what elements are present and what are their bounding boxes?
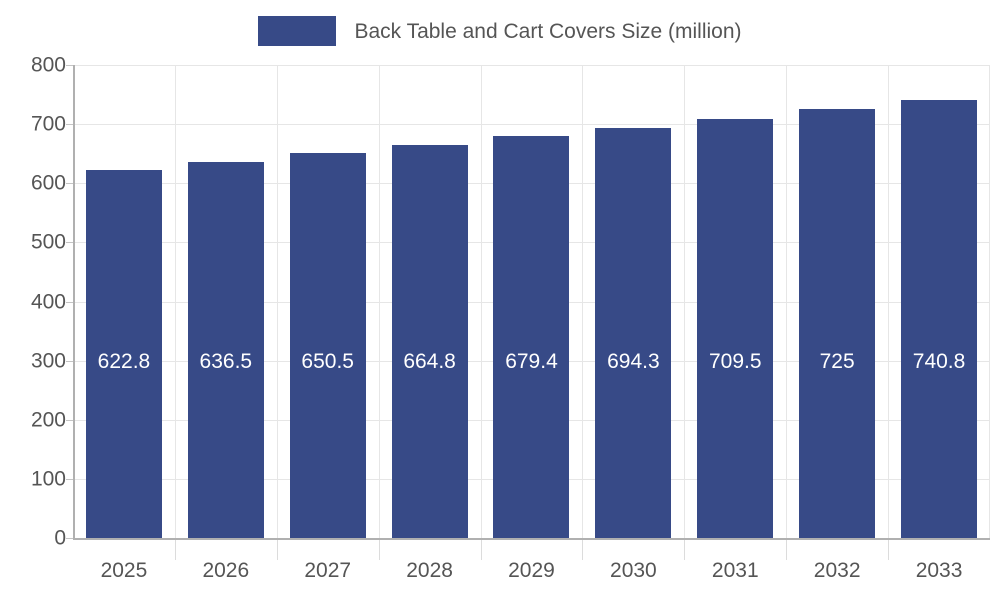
y-axis-tick-mark (66, 183, 73, 185)
bar[interactable]: 650.5 (289, 153, 366, 538)
bar[interactable]: 694.3 (595, 127, 672, 538)
y-axis-tick-label: 400 (30, 290, 66, 313)
bar-value-label: 622.8 (97, 350, 151, 373)
bar-slot: 740.8 (888, 65, 990, 538)
x-axis-tick-mark (786, 540, 788, 560)
bar[interactable]: 740.8 (901, 100, 978, 538)
y-axis-tick-mark (66, 478, 73, 480)
y-axis-tick-mark (66, 242, 73, 244)
bar-slot: 664.8 (379, 65, 481, 538)
x-axis-tick-mark (276, 540, 278, 560)
y-axis-line (73, 65, 75, 538)
y-axis-tick-label: 200 (30, 408, 66, 432)
x-axis-line (73, 538, 990, 540)
bar[interactable]: 725 (799, 109, 876, 538)
legend-label: Back Table and Cart Covers Size (million… (354, 19, 742, 43)
gridline-vertical (684, 65, 686, 538)
y-axis-tick-mark (66, 124, 73, 126)
bar[interactable]: 636.5 (187, 161, 264, 538)
y-axis-tick-label: 600 (30, 171, 66, 195)
bar-value-label: 694.3 (607, 350, 660, 373)
bar-slot: 622.8 (73, 65, 175, 538)
y-axis-tick-label: 800 (30, 53, 66, 77)
gridline-vertical (786, 65, 788, 538)
gridline-horizontal (73, 65, 990, 66)
plot-area: 622.8 636.5 650.5 664.8 679.4 694.3 709.5 725 74… (73, 65, 990, 539)
x-axis-tick-mark (888, 540, 890, 560)
chart-legend: Back Table and Cart Covers Size (million… (0, 12, 1000, 50)
y-axis-tick-label: 500 (30, 230, 66, 254)
bar-slot: 725 (786, 65, 888, 538)
bar[interactable]: 664.8 (391, 144, 468, 538)
y-axis-tick-label: 300 (30, 349, 66, 373)
x-axis-tick-mark (684, 540, 686, 560)
y-axis-tick-label: 100 (30, 467, 66, 491)
gridline-vertical (989, 65, 990, 538)
x-axis-tick-mark (480, 540, 482, 560)
y-axis-tick-mark (66, 65, 73, 66)
bar[interactable]: 709.5 (697, 118, 774, 538)
x-axis-tick-mark (582, 540, 584, 560)
gridline-vertical (582, 65, 584, 538)
bar-slot: 694.3 (582, 65, 684, 538)
gridline-vertical (378, 65, 380, 538)
gridline-vertical (276, 65, 278, 538)
bar-value-label: 650.5 (301, 350, 354, 373)
bar[interactable]: 622.8 (85, 169, 162, 538)
x-axis-tick-mark (378, 540, 380, 560)
x-axis-tick-label: 2025 (100, 559, 148, 582)
x-axis-tick-label: 2027 (304, 559, 352, 582)
gridline-vertical (174, 65, 176, 538)
bar-value-label: 636.5 (199, 350, 253, 373)
x-axis-tick-label: 2033 (915, 559, 963, 582)
y-axis-tick-label: 700 (30, 112, 66, 136)
bar-slot: 709.5 (684, 65, 786, 538)
y-axis-tick-labels: 0 100 200 300 400 500 600 700 800 (0, 0, 73, 600)
y-axis-tick-mark (66, 301, 73, 303)
x-axis-tick-label: 2026 (202, 559, 250, 582)
bar-slot: 650.5 (277, 65, 379, 538)
bar-value-label: 740.8 (912, 350, 966, 373)
gridline-horizontal (73, 124, 990, 126)
y-axis-tick-mark (66, 538, 73, 539)
bar-value-label: 664.8 (403, 350, 456, 373)
bar-slot: 679.4 (481, 65, 583, 538)
legend-color-swatch (258, 16, 337, 46)
gridline-vertical (888, 65, 890, 538)
x-axis-tick-label: 2029 (508, 559, 555, 582)
x-axis-tick-label: 2032 (813, 559, 861, 582)
y-axis-tick-label: 0 (54, 526, 66, 550)
x-axis-tick-mark (174, 540, 176, 560)
bar-value-label: 679.4 (505, 350, 558, 373)
bar-value-label: 709.5 (708, 350, 762, 373)
y-axis-tick-mark (66, 419, 73, 421)
bar-value-label: 725 (819, 350, 855, 373)
y-axis-tick-mark (66, 360, 73, 362)
bar-slot: 636.5 (175, 65, 277, 538)
x-axis-tick-label: 2028 (406, 559, 453, 582)
x-axis-tick-label: 2031 (711, 559, 759, 582)
gridline-vertical (480, 65, 482, 538)
x-axis-tick-label: 2030 (610, 559, 657, 582)
bar[interactable]: 679.4 (493, 136, 570, 538)
